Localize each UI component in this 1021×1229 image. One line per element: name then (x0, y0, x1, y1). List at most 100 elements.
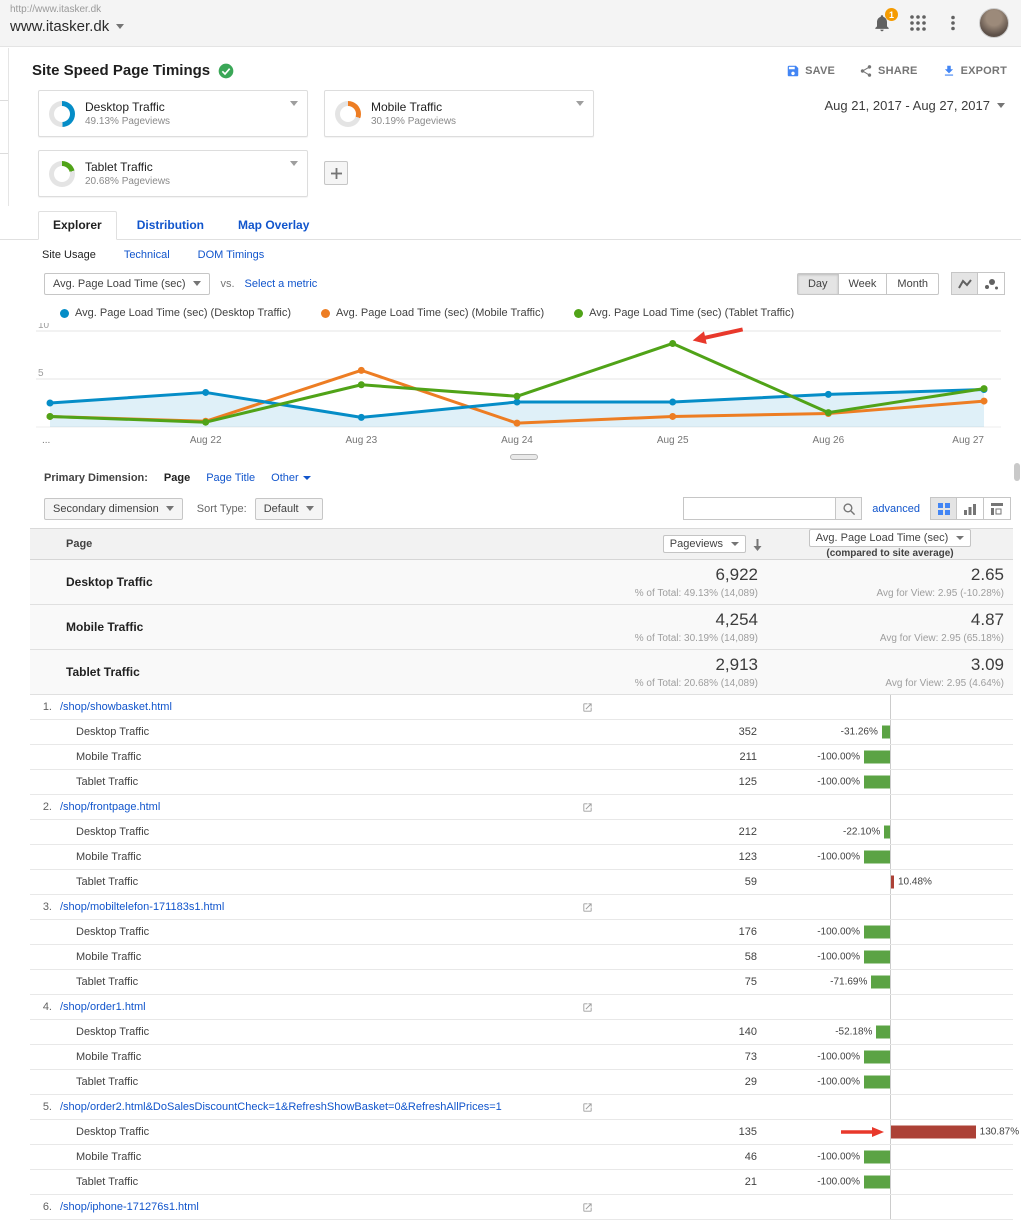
chevron-down-icon (997, 103, 1005, 108)
motion-chart-icon (985, 278, 998, 289)
scrollbar-thumb[interactable] (1014, 463, 1020, 481)
granularity-week-button[interactable]: Week (838, 272, 888, 295)
comparison-bar-cell: -100.00% (767, 920, 1013, 944)
segment-sub-row: Mobile Traffic 123 -100.00% (30, 845, 1013, 870)
external-link-icon[interactable] (582, 802, 593, 813)
external-link-icon[interactable] (582, 1102, 593, 1113)
page-row: 4. /shop/order1.html (30, 995, 1013, 1020)
chevron-down-icon (302, 476, 311, 480)
motion-chart-mode-button[interactable] (978, 272, 1005, 295)
sort-type-button[interactable]: Default (254, 497, 323, 520)
timeseries-chart[interactable]: 5 10... Aug 22 Aug 23 Aug 24 Aug 25 Aug 26 Aug … (0, 320, 1021, 460)
comparison-bar (864, 1075, 890, 1089)
external-link-icon[interactable] (582, 1002, 593, 1013)
line-chart-mode-button[interactable] (951, 272, 978, 295)
save-button[interactable]: SAVE (786, 64, 835, 78)
page-link[interactable]: /shop/order1.html (60, 1001, 146, 1013)
metric-column-subtitle: (compared to site average) (826, 548, 954, 559)
subtab-dom-timings[interactable]: DOM Timings (197, 249, 265, 261)
comparison-axis (767, 895, 1013, 919)
summary-row: Mobile Traffic 4,254 % of Total: 30.19% (1… (30, 605, 1013, 650)
metric-selector[interactable]: Avg. Page Load Time (sec) (44, 272, 211, 295)
segment-card-desktop-traffic[interactable]: Desktop Traffic 49.13% Pageviews (38, 90, 308, 137)
comparison-bar (864, 925, 890, 939)
comparison-bar-cell: -71.69% (767, 970, 1013, 994)
segment-pageviews: 212 (738, 826, 757, 838)
chevron-down-icon (165, 506, 174, 511)
page-link[interactable]: /shop/showbasket.html (60, 701, 172, 713)
comparison-bar (891, 875, 894, 889)
notifications-button[interactable]: 1 (872, 8, 898, 33)
pivot-view-button[interactable] (984, 497, 1011, 520)
comparison-bar (864, 950, 890, 964)
floppy-save-icon (787, 65, 799, 76)
granularity-month-button[interactable]: Month (887, 272, 939, 295)
performance-view-button[interactable] (957, 497, 984, 520)
external-link-icon[interactable] (582, 902, 593, 913)
select-metric-link[interactable]: Select a metric (244, 277, 318, 290)
segment-label: Desktop Traffic (76, 826, 150, 838)
timeline-handle[interactable] (509, 454, 538, 460)
verified-check-icon (218, 63, 234, 79)
summary-segment-label: Tablet Traffic (66, 665, 140, 679)
date-range-selector[interactable]: Aug 21, 2017 - Aug 27, 2017 (824, 90, 1005, 113)
share-button[interactable]: SHARE (859, 64, 918, 78)
comparison-axis (767, 1195, 1013, 1219)
segment-card-tablet-traffic[interactable]: Tablet Traffic 20.68% Pageviews (38, 150, 308, 197)
comparison-bar-cell: -100.00% (767, 770, 1013, 794)
advanced-link[interactable]: advanced (872, 502, 920, 515)
segment-card-mobile-traffic[interactable]: Mobile Traffic 30.19% Pageviews (324, 90, 594, 137)
page-link[interactable]: /shop/mobiltelefon-171183s1.html (60, 901, 225, 913)
avatar[interactable] (979, 8, 1009, 38)
dimension-other[interactable]: Other (271, 472, 311, 484)
segment-label: Desktop Traffic (76, 1126, 150, 1138)
pageviews-column-selector[interactable]: Pageviews (662, 535, 746, 553)
table-view-button[interactable] (930, 497, 957, 520)
granularity-group: Day Week Month (796, 272, 939, 295)
external-link-icon[interactable] (582, 1202, 593, 1213)
segment-pageviews: 352 (738, 726, 757, 738)
export-button[interactable]: EXPORT (942, 64, 1007, 78)
granularity-day-button[interactable]: Day (796, 272, 839, 295)
sort-descending-icon[interactable] (752, 538, 763, 551)
comparison-bar-cell: -100.00% (767, 1145, 1013, 1169)
search-input[interactable] (683, 497, 836, 520)
search-button[interactable] (835, 497, 863, 520)
comparison-bar-cell: -100.00% (767, 745, 1013, 769)
comparison-percent: -22.10% (843, 826, 881, 838)
segment-label: Mobile Traffic (76, 851, 142, 863)
tab-map-overlay[interactable]: Map Overlay (238, 218, 310, 232)
legend-item: Avg. Page Load Time (sec) (Desktop Traff… (60, 307, 291, 319)
page-link[interactable]: /shop/frontpage.html (60, 801, 161, 813)
subtab-technical[interactable]: Technical (123, 249, 170, 261)
summary-pageviews: 6,922 (715, 565, 758, 584)
dimension-page[interactable]: Page (163, 472, 191, 484)
comparison-bar (864, 1175, 890, 1189)
legend-label: Avg. Page Load Time (sec) (Mobile Traffi… (336, 307, 545, 319)
comparison-bar-cell: -100.00% (767, 945, 1013, 969)
metric-column-selector[interactable]: Avg. Page Load Time (sec) (808, 529, 972, 547)
page-link[interactable]: /shop/iphone-171276s1.html (60, 1201, 199, 1213)
segment-label: Mobile Traffic (76, 1151, 142, 1163)
segment-sub-row: Desktop Traffic 140 -52.18% (30, 1020, 1013, 1045)
comparison-axis (767, 795, 1013, 819)
sort-type-label: Sort Type: (196, 502, 247, 515)
comparison-bar-cell: 130.87% (767, 1120, 1019, 1144)
apps-grid-button[interactable] (909, 14, 927, 32)
comparison-percent: -100.00% (817, 1151, 860, 1163)
column-header-page[interactable]: Page (66, 538, 93, 550)
page-link[interactable]: /shop/order2.html&DoSalesDiscountCheck=1… (60, 1101, 502, 1113)
segment-pageviews: 73 (744, 1051, 757, 1063)
table-header-row: Page Pageviews Avg. Page Load Time (sec)… (30, 529, 1013, 560)
external-link-icon[interactable] (582, 702, 593, 713)
dimension-page-title[interactable]: Page Title (206, 472, 256, 484)
overflow-menu-button[interactable] (944, 14, 962, 32)
account-selector[interactable]: www.itasker.dk (10, 18, 125, 35)
segment-sub-row: Mobile Traffic 73 -100.00% (30, 1045, 1013, 1070)
add-segment-button[interactable] (324, 161, 348, 185)
tab-distribution[interactable]: Distribution (136, 218, 205, 232)
secondary-dimension-button[interactable]: Secondary dimension (44, 497, 183, 520)
subtab-site-usage[interactable]: Site Usage (42, 249, 96, 261)
tab-explorer[interactable]: Explorer (38, 211, 117, 240)
svg-text:10: 10 (38, 323, 50, 331)
